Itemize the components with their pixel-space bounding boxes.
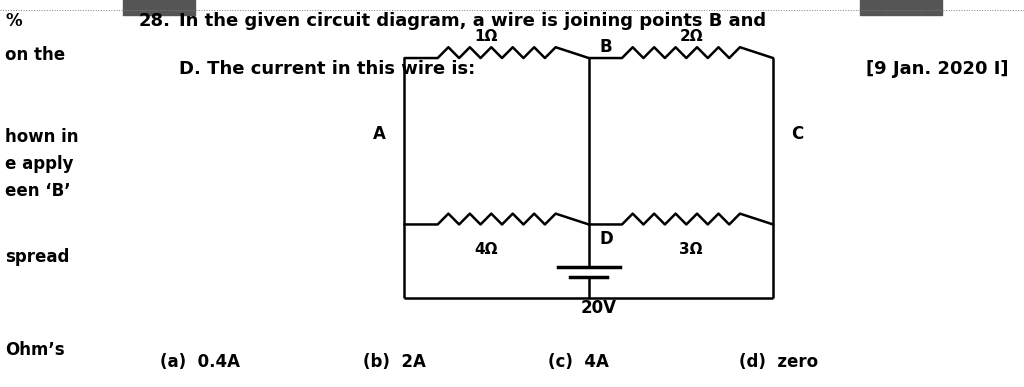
Text: (a)  0.4A: (a) 0.4A — [160, 353, 240, 371]
Text: 20V: 20V — [581, 299, 617, 317]
Text: [9 Jan. 2020 I]: [9 Jan. 2020 I] — [866, 60, 1009, 78]
Text: 28.: 28. — [138, 12, 170, 30]
Text: %: % — [5, 12, 22, 30]
Text: Ohm’s: Ohm’s — [5, 341, 65, 359]
Text: D. The current in this wire is:: D. The current in this wire is: — [179, 60, 475, 78]
Text: (b)  2A: (b) 2A — [362, 353, 426, 371]
Text: B: B — [599, 38, 611, 56]
Text: 3Ω: 3Ω — [680, 242, 702, 257]
Text: (c)  4A: (c) 4A — [548, 353, 609, 371]
Text: on the: on the — [5, 46, 66, 65]
Text: C: C — [792, 125, 804, 142]
Text: e apply: e apply — [5, 155, 74, 173]
Text: 1Ω: 1Ω — [475, 29, 498, 44]
Text: (d)  zero: (d) zero — [738, 353, 818, 371]
Text: een ‘B’: een ‘B’ — [5, 182, 71, 200]
Text: D: D — [599, 230, 612, 248]
Text: 4Ω: 4Ω — [475, 242, 498, 257]
Text: spread: spread — [5, 248, 70, 266]
Text: hown in: hown in — [5, 128, 79, 146]
Text: A: A — [373, 125, 386, 142]
Text: 2Ω: 2Ω — [679, 29, 703, 44]
Text: In the given circuit diagram, a wire is joining points B and: In the given circuit diagram, a wire is … — [179, 12, 766, 30]
